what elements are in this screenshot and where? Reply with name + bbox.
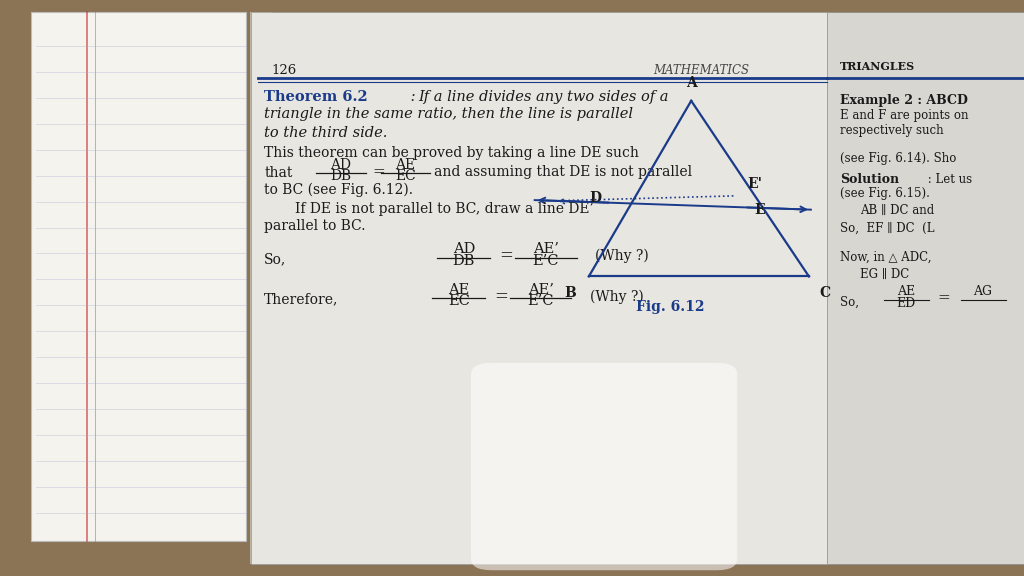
Text: This theorem can be proved by taking a line DE such: This theorem can be proved by taking a l… <box>264 146 639 160</box>
Text: AB ∥ DC and: AB ∥ DC and <box>860 204 935 217</box>
Text: AD: AD <box>331 158 351 172</box>
FancyBboxPatch shape <box>827 12 1024 564</box>
Text: parallel to BC.: parallel to BC. <box>264 219 366 233</box>
Text: to BC (see Fig. 6.12).: to BC (see Fig. 6.12). <box>264 183 414 197</box>
Text: EC: EC <box>447 294 470 308</box>
Text: MATHEMATICS: MATHEMATICS <box>653 64 750 77</box>
Text: =: = <box>500 247 514 264</box>
Text: So,: So, <box>264 252 287 266</box>
Text: A: A <box>686 77 696 90</box>
Text: E': E' <box>748 177 763 191</box>
Text: Now, in △ ADC,: Now, in △ ADC, <box>840 251 931 263</box>
Text: E: E <box>755 203 765 217</box>
Text: (see Fig. 6.15).: (see Fig. 6.15). <box>840 187 930 200</box>
Text: Solution: Solution <box>840 173 899 185</box>
Text: Fig. 6.12: Fig. 6.12 <box>637 300 705 314</box>
Text: =: = <box>937 291 949 305</box>
Text: : Let us: : Let us <box>924 173 972 185</box>
Text: AG: AG <box>974 286 992 298</box>
Text: :: : <box>406 90 420 104</box>
Text: If DE is not parallel to BC, draw a line DE’: If DE is not parallel to BC, draw a line… <box>295 202 594 216</box>
Text: AE: AE <box>897 286 915 298</box>
Text: =: = <box>495 287 509 305</box>
Text: E’C: E’C <box>532 254 559 268</box>
Text: EC: EC <box>395 169 416 183</box>
Text: If a line divides any two sides of a: If a line divides any two sides of a <box>418 90 669 104</box>
Text: DB: DB <box>453 254 475 268</box>
Text: =: = <box>373 165 385 179</box>
Text: AD: AD <box>453 242 475 256</box>
Text: AE’: AE’ <box>532 242 559 256</box>
Text: C: C <box>819 286 830 300</box>
Text: Example 2 : ABCD: Example 2 : ABCD <box>840 94 968 107</box>
FancyBboxPatch shape <box>250 12 272 564</box>
FancyBboxPatch shape <box>251 12 829 564</box>
Text: E and F are points on: E and F are points on <box>840 109 968 122</box>
Text: that: that <box>264 166 293 180</box>
Text: Theorem 6.2: Theorem 6.2 <box>264 90 368 104</box>
FancyBboxPatch shape <box>471 363 737 570</box>
Text: B: B <box>565 286 577 300</box>
Text: ED: ED <box>897 297 915 310</box>
Text: respectively such: respectively such <box>840 124 943 137</box>
Text: AE’: AE’ <box>527 283 554 297</box>
Text: TRIANGLES: TRIANGLES <box>840 61 914 72</box>
Text: 126: 126 <box>271 64 297 77</box>
Text: and assuming that DE is not parallel: and assuming that DE is not parallel <box>434 165 692 179</box>
Text: E’C: E’C <box>527 294 554 308</box>
Text: to the third side.: to the third side. <box>264 126 387 139</box>
Text: AE: AE <box>395 158 416 172</box>
Text: EG ∥ DC: EG ∥ DC <box>860 268 909 281</box>
Text: triangle in the same ratio, then the line is parallel: triangle in the same ratio, then the lin… <box>264 107 633 121</box>
Text: (Why ?): (Why ?) <box>590 289 643 304</box>
Text: (Why ?): (Why ?) <box>595 249 648 263</box>
Text: D: D <box>589 191 601 205</box>
Text: Therefore,: Therefore, <box>264 293 339 306</box>
Text: So,: So, <box>840 295 859 308</box>
Text: AE: AE <box>449 283 469 297</box>
Text: So,  EF ∥ DC  (L: So, EF ∥ DC (L <box>840 222 934 234</box>
Text: (see Fig. 6.14). Sho: (see Fig. 6.14). Sho <box>840 153 956 165</box>
FancyBboxPatch shape <box>31 12 246 541</box>
Text: DB: DB <box>331 169 351 183</box>
